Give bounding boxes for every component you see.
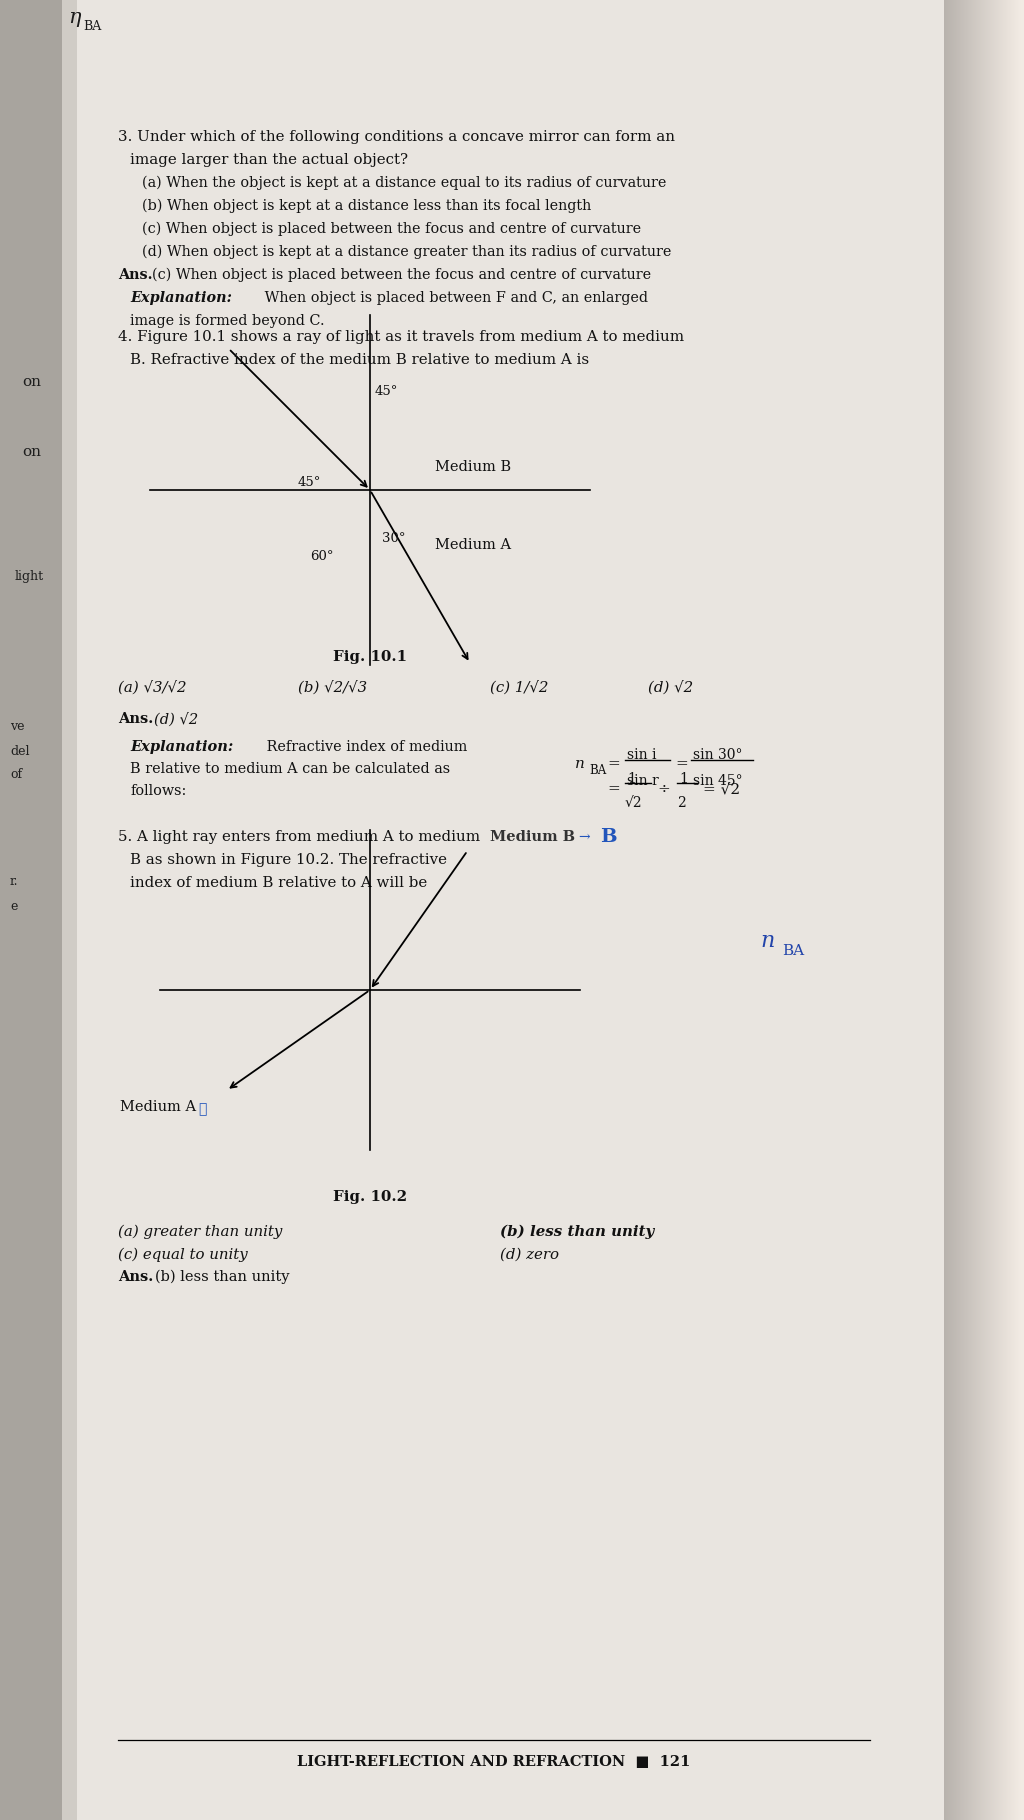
Text: sin i: sin i [627,748,656,763]
Text: 5. A light ray enters from medium A to medium: 5. A light ray enters from medium A to m… [118,830,480,844]
Text: √2: √2 [625,795,643,810]
Text: η: η [68,7,81,27]
Text: (b) When object is kept at a distance less than its focal length: (b) When object is kept at a distance le… [142,198,591,213]
Text: (c) 1/√2: (c) 1/√2 [490,681,549,695]
Text: Fig. 10.2: Fig. 10.2 [333,1190,408,1205]
Text: (c) When object is placed between the focus and centre of curvature: (c) When object is placed between the fo… [142,222,641,237]
Text: Ans.: Ans. [118,712,154,726]
Text: (d) √2: (d) √2 [154,712,198,726]
Text: e: e [10,901,17,914]
Text: 30°: 30° [382,531,406,544]
Text: B. Refractive index of the medium B relative to medium A is: B. Refractive index of the medium B rela… [130,353,589,368]
Text: r.: r. [10,875,18,888]
Text: light: light [15,570,44,582]
Text: 3. Under which of the following conditions a concave mirror can form an: 3. Under which of the following conditio… [118,129,675,144]
Text: sin 45°: sin 45° [693,774,742,788]
Text: Explanation:: Explanation: [130,291,231,306]
Text: 45°: 45° [375,386,398,399]
Text: (b) √2/√3: (b) √2/√3 [298,681,368,695]
Text: (b) less than unity: (b) less than unity [500,1225,654,1239]
Text: →: → [578,830,590,844]
Text: on: on [22,375,41,389]
Text: index of medium B relative to A will be: index of medium B relative to A will be [130,875,427,890]
Text: (b) less than unity: (b) less than unity [155,1270,290,1285]
Text: Medium B: Medium B [490,830,575,844]
Text: n: n [575,757,585,772]
Text: on: on [22,446,41,459]
Text: B: B [600,828,616,846]
Text: Ans.: Ans. [118,1270,154,1283]
Bar [62,0,944,1820]
Text: n: n [760,930,774,952]
Text: Explanation:: Explanation: [130,741,233,753]
Text: 2: 2 [677,795,686,810]
Text: ✎: ✎ [198,1101,207,1116]
Text: BA: BA [782,945,804,957]
Text: 60°: 60° [310,550,334,562]
Text: (d) √2: (d) √2 [648,681,693,695]
Text: (c) When object is placed between the focus and centre of curvature: (c) When object is placed between the fo… [152,268,651,282]
Bar [0,0,63,1820]
Bar [62,0,77,1820]
Text: B as shown in Figure 10.2. The refractive: B as shown in Figure 10.2. The refractiv… [130,854,447,866]
Text: del: del [10,744,30,757]
Text: 1: 1 [679,772,688,786]
Text: B relative to medium A can be calculated as: B relative to medium A can be calculated… [130,763,451,775]
Text: of: of [10,768,23,781]
Text: Fig. 10.1: Fig. 10.1 [333,650,407,664]
Text: 4. Figure 10.1 shows a ray of light as it travels from medium A to medium: 4. Figure 10.1 shows a ray of light as i… [118,329,684,344]
Text: (d) When object is kept at a distance greater than its radius of curvature: (d) When object is kept at a distance gr… [142,246,672,260]
Text: image is formed beyond C.: image is formed beyond C. [130,315,325,328]
Text: =: = [607,757,620,772]
Text: 45°: 45° [298,477,322,490]
Text: When object is placed between F and C, an enlarged: When object is placed between F and C, a… [260,291,648,306]
Text: Medium A: Medium A [120,1099,197,1114]
Text: Refractive index of medium: Refractive index of medium [262,741,467,753]
Text: sin 30°: sin 30° [693,748,742,763]
Text: ÷: ÷ [657,783,670,795]
Text: Medium B: Medium B [435,460,511,473]
Text: BA: BA [83,20,101,33]
Text: Medium A: Medium A [435,539,511,551]
Text: (c) equal to unity: (c) equal to unity [118,1249,248,1263]
Text: ve: ve [10,721,25,733]
Text: (a) When the object is kept at a distance equal to its radius of curvature: (a) When the object is kept at a distanc… [142,177,667,191]
Text: BA: BA [589,764,606,777]
Text: (a) √3/√2: (a) √3/√2 [118,681,186,695]
Text: 1: 1 [627,772,636,786]
Text: (d) zero: (d) zero [500,1249,559,1261]
Text: =: = [607,783,620,795]
Text: follows:: follows: [130,784,186,797]
Text: =: = [675,757,688,772]
Text: = √2: = √2 [703,783,740,795]
Text: sin r: sin r [627,774,658,788]
Text: image larger than the actual object?: image larger than the actual object? [130,153,408,167]
Text: (a) greater than unity: (a) greater than unity [118,1225,283,1239]
Text: LIGHT-REFLECTION AND REFRACTION  ■  121: LIGHT-REFLECTION AND REFRACTION ■ 121 [297,1754,690,1769]
Text: Ans.: Ans. [118,268,153,282]
